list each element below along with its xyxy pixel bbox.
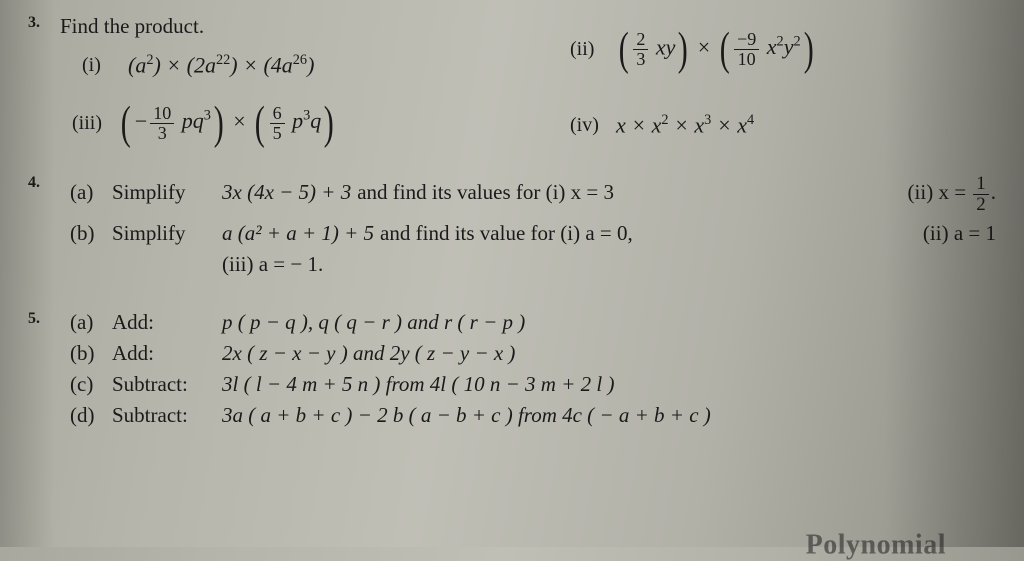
q4-line-b: (b) Simplify a (a² + a + 1) + 5 and find… [70, 221, 1000, 246]
q4-b-lead: Simplify [112, 221, 222, 246]
q3-iii-mid1: pq3 [182, 108, 211, 133]
q3-iii-expr: (−103 pq3) × (65 p3q) [118, 104, 337, 143]
q4-b-right: (ii) a = 1 [923, 221, 1000, 246]
q3-item-iii: (iii) (−103 pq3) × (65 p3q) [72, 104, 337, 143]
q4-line-b2: (iii) a = − 1. [70, 252, 1000, 277]
q5-b-expr: 2x ( z − x − y ) and 2y ( z − y − x ) [222, 341, 515, 366]
q3-iv-expr: x × x2 × x3 × x4 [616, 112, 754, 138]
q5-a-label: (a) [70, 310, 112, 335]
q3-item-iv: (iv) x × x2 × x3 × x4 [570, 112, 754, 138]
q3-item-i: (i) (a2) × (2a22) × (4a26) [82, 52, 314, 78]
q5-c-label: (c) [70, 372, 112, 397]
q4-a-lead: Simplify [112, 180, 222, 205]
footer-text: Polynomial [806, 529, 946, 561]
q3-i-label: (i) [82, 54, 128, 77]
q3-ii-mid2: x2y2 [767, 34, 801, 59]
q5-b-lead: Add: [112, 341, 222, 366]
page: 3. Find the product. (i) (a2) × (2a22) ×… [0, 0, 1024, 547]
q5-line-c: (c) Subtract: 3l ( l − 4 m + 5 n ) from … [70, 372, 1000, 397]
q5-b-label: (b) [70, 341, 112, 366]
q5-d-lead: Subtract: [112, 403, 222, 428]
q3-ii-mid1: xy [656, 34, 676, 59]
q4-b2-text: (iii) a = − 1. [222, 252, 323, 277]
q4-b-label: (b) [70, 221, 112, 246]
q3-heading: Find the product. [60, 14, 994, 39]
q5-d-expr: 3a ( a + b + c ) − 2 b ( a − b + c ) fro… [222, 403, 711, 428]
q3-ii-expr: (23 xy) × (−910 x2y2) [616, 30, 816, 69]
q4-b-tail: and find its value for (i) a = 0, [380, 221, 633, 246]
q4-block: (a) Simplify 3x (4x − 5) + 3 and find it… [70, 174, 1000, 283]
q5-number: 5. [28, 310, 40, 328]
q4-number: 4. [28, 174, 40, 192]
q4-line-a: (a) Simplify 3x (4x − 5) + 3 and find it… [70, 174, 1000, 215]
q4-a-expr: 3x (4x − 5) + 3 [222, 180, 351, 205]
q5-line-b: (b) Add: 2x ( z − x − y ) and 2y ( z − y… [70, 341, 1000, 366]
q3-iii-mid2: p3q [292, 108, 321, 133]
q3-item-ii: (ii) (23 xy) × (−910 x2y2) [570, 30, 816, 69]
q5-a-lead: Add: [112, 310, 222, 335]
q4-b-expr: a (a² + a + 1) + 5 [222, 221, 374, 246]
q4-a-right: (ii) x = 12. [908, 174, 1000, 215]
q3-ii-label: (ii) [570, 38, 616, 61]
q3-iv-label: (iv) [570, 114, 616, 137]
q5-c-lead: Subtract: [112, 372, 222, 397]
q3-number: 3. [28, 14, 40, 32]
q4-a-label: (a) [70, 180, 112, 205]
q5-line-d: (d) Subtract: 3a ( a + b + c ) − 2 b ( a… [70, 403, 1000, 428]
q5-block: (a) Add: p ( p − q ), q ( q − r ) and r … [70, 310, 1000, 434]
q5-line-a: (a) Add: p ( p − q ), q ( q − r ) and r … [70, 310, 1000, 335]
q5-a-expr: p ( p − q ), q ( q − r ) and r ( r − p ) [222, 310, 525, 335]
q4-a-tail: and find its values for (i) x = 3 [357, 180, 614, 205]
q5-d-label: (d) [70, 403, 112, 428]
q3-iii-label: (iii) [72, 112, 118, 135]
q3-i-expr: (a2) × (2a22) × (4a26) [128, 52, 314, 78]
q5-c-expr: 3l ( l − 4 m + 5 n ) from 4l ( 10 n − 3 … [222, 372, 614, 397]
